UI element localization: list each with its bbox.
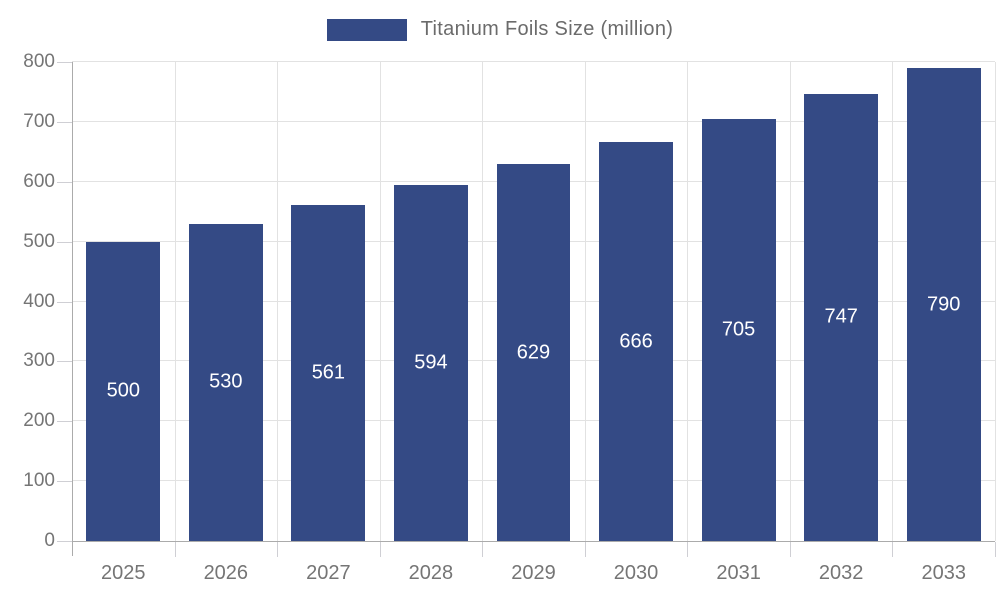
y-tick-label: 200: [23, 410, 55, 432]
bar-value-label: 666: [619, 330, 653, 353]
plot-area: 500 530 561 594 629 666 705 747 790: [72, 61, 996, 541]
bar-slot: 666: [585, 62, 688, 541]
x-tick-label: 2026: [203, 562, 249, 584]
bar[interactable]: 705: [701, 118, 776, 541]
x-tick-label: 2033: [921, 562, 966, 584]
x-axis-tick: [277, 542, 279, 557]
y-tick-label: 0: [44, 530, 55, 551]
y-axis-tick: [57, 361, 72, 363]
bar[interactable]: 790: [906, 68, 981, 541]
y-axis-tick: [57, 241, 72, 243]
y-axis-tick: [57, 481, 72, 483]
y-tick-label: 700: [23, 110, 55, 132]
legend-title: Titanium Foils Size (million): [420, 18, 674, 40]
bar[interactable]: 747: [804, 93, 879, 541]
y-tick-label: 400: [23, 290, 55, 312]
x-axis-tick: [789, 542, 791, 557]
bar-value-label: 500: [106, 379, 140, 402]
x-axis-tick: [174, 542, 176, 557]
x-tick-label: 2031: [716, 562, 761, 584]
bar-slot: 705: [687, 62, 790, 541]
legend[interactable]: Titanium Foils Size (million): [0, 18, 1000, 41]
x-tick-label: 2032: [818, 562, 864, 584]
bar[interactable]: 594: [394, 185, 468, 541]
x-tick-label: 2030: [613, 562, 659, 584]
y-tick-label: 300: [23, 350, 55, 372]
bar[interactable]: 500: [86, 241, 161, 541]
y-axis-tick: [57, 121, 72, 123]
x-axis-tick: [995, 542, 996, 557]
x-axis-tick: [892, 542, 894, 557]
y-tick-label: 100: [23, 470, 55, 492]
bar-value-label: 561: [311, 361, 346, 384]
bar-value-label: 530: [209, 370, 243, 393]
y-tick-label: 600: [23, 170, 55, 192]
y-axis-tick: [57, 421, 72, 423]
bar[interactable]: 629: [496, 164, 571, 541]
x-tick-label: 2027: [306, 562, 351, 584]
y-axis-tick: [57, 62, 72, 63]
x-axis-tick: [482, 542, 484, 557]
gridline-vertical: [687, 62, 689, 541]
x-tick-label: 2028: [408, 562, 454, 584]
y-tick-label: 800: [23, 51, 55, 72]
bar-value-label: 790: [927, 293, 961, 315]
gridline-horizontal: [72, 120, 995, 122]
gridline-vertical: [277, 62, 279, 541]
y-axis-line: [72, 62, 73, 556]
bar-value-label: 705: [721, 318, 756, 341]
bar[interactable]: 666: [599, 142, 673, 541]
y-tick-label: 500: [23, 230, 55, 252]
y-axis-tick: [57, 541, 72, 542]
bar[interactable]: 530: [188, 223, 263, 541]
gridline-vertical: [892, 62, 894, 541]
x-axis-tick: [687, 542, 689, 557]
bar-slot: 629: [482, 62, 585, 541]
bar-slot: 594: [380, 62, 483, 541]
bar-value-label: 629: [516, 341, 551, 364]
gridline-vertical: [789, 62, 791, 541]
bar-slot: 530: [175, 62, 278, 541]
gridline-horizontal: [72, 61, 995, 62]
legend-swatch: [326, 18, 407, 41]
bar-slot: 747: [790, 62, 893, 541]
y-axis-tick: [57, 301, 72, 303]
gridline-vertical: [482, 62, 484, 541]
bar-value-label: 594: [414, 351, 448, 374]
bar-slot: 561: [277, 62, 380, 541]
x-axis-tick: [584, 542, 586, 557]
bar-value-label: 747: [824, 305, 858, 328]
bar-slot: 790: [892, 62, 995, 541]
y-axis-tick: [57, 181, 72, 183]
bar-slot: 500: [72, 62, 175, 541]
x-tick-label: 2025: [101, 562, 146, 584]
gridline-vertical: [174, 62, 176, 541]
x-axis-line: [57, 541, 995, 542]
bar[interactable]: 561: [291, 205, 366, 541]
gridline-vertical: [584, 62, 586, 541]
x-axis-tick: [379, 542, 381, 557]
gridline-vertical: [379, 62, 381, 541]
gridline-vertical: [995, 62, 996, 541]
x-tick-label: 2029: [511, 562, 556, 584]
